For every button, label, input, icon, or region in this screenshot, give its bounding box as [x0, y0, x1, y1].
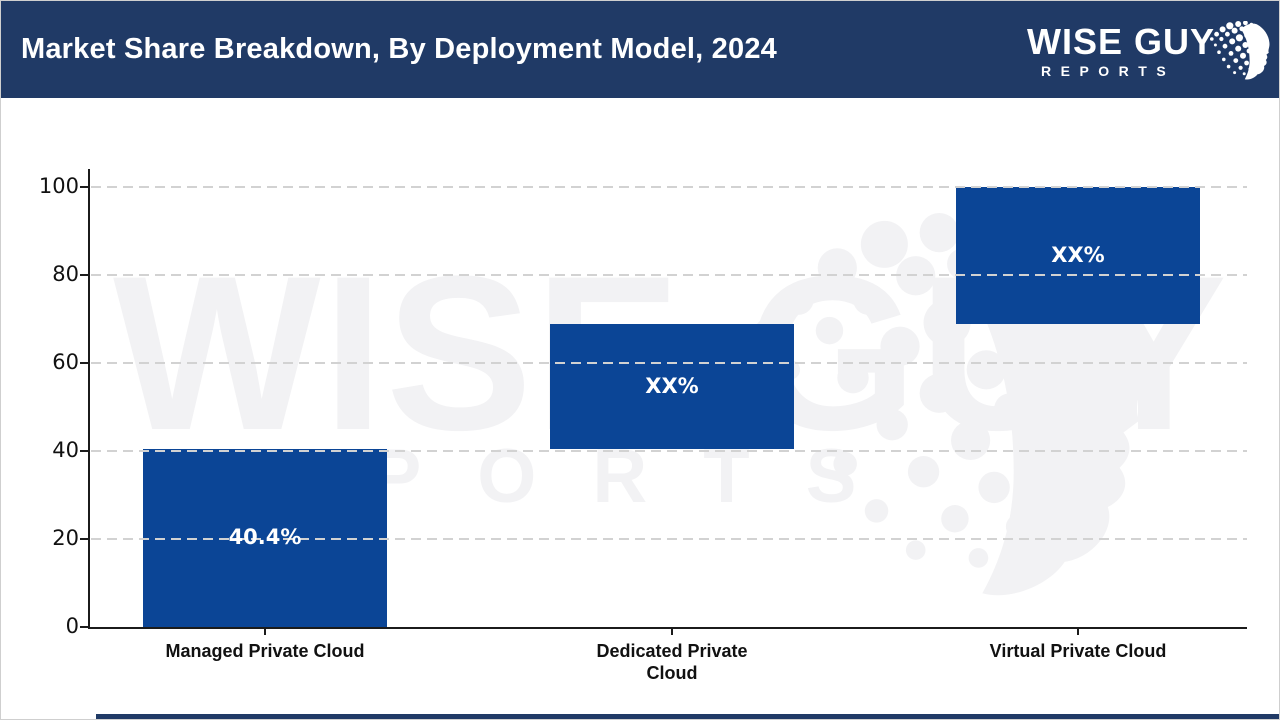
gridline [91, 538, 1247, 540]
y-tick-label: 40 [52, 438, 79, 462]
y-tick-label: 60 [52, 350, 79, 374]
header-bar: Market Share Breakdown, By Deployment Mo… [1, 1, 1279, 98]
y-tick-label: 80 [52, 262, 79, 286]
x-tick-mark [671, 628, 673, 635]
x-tick-mark [1077, 628, 1079, 635]
bar-value-label: XX% [1051, 243, 1105, 267]
y-axis-line [88, 169, 90, 629]
bar [550, 324, 794, 449]
wiseguy-logo: WISE GUY REPORTS [1017, 15, 1267, 87]
gridline [91, 186, 1247, 188]
category-label: Dedicated Private Cloud [596, 641, 748, 683]
y-tick-mark [80, 362, 89, 364]
y-tick-mark [80, 538, 89, 540]
x-tick-mark [264, 628, 266, 635]
y-tick-label: 100 [38, 174, 79, 198]
y-tick-label: 20 [52, 526, 79, 550]
gridline [91, 274, 1247, 276]
y-tick-label: 0 [65, 614, 79, 638]
bar-value-label: 40.4% [228, 525, 302, 549]
logo-subtext: REPORTS [1041, 63, 1176, 79]
y-tick-mark [80, 186, 89, 188]
x-axis-line [88, 627, 1247, 629]
y-tick-mark [80, 450, 89, 452]
bar-value-label: XX% [645, 374, 699, 398]
gridline [91, 362, 1247, 364]
footer-bar [96, 714, 1279, 719]
category-label: Managed Private Cloud [165, 641, 365, 661]
chart-title: Market Share Breakdown, By Deployment Mo… [21, 33, 777, 65]
logo-dotted-face-icon [1207, 13, 1273, 89]
logo-text: WISE GUY [1027, 21, 1216, 62]
y-tick-mark [80, 274, 89, 276]
y-tick-mark [80, 626, 89, 628]
category-label: Virtual Private Cloud [989, 641, 1167, 661]
gridline [91, 450, 1247, 452]
